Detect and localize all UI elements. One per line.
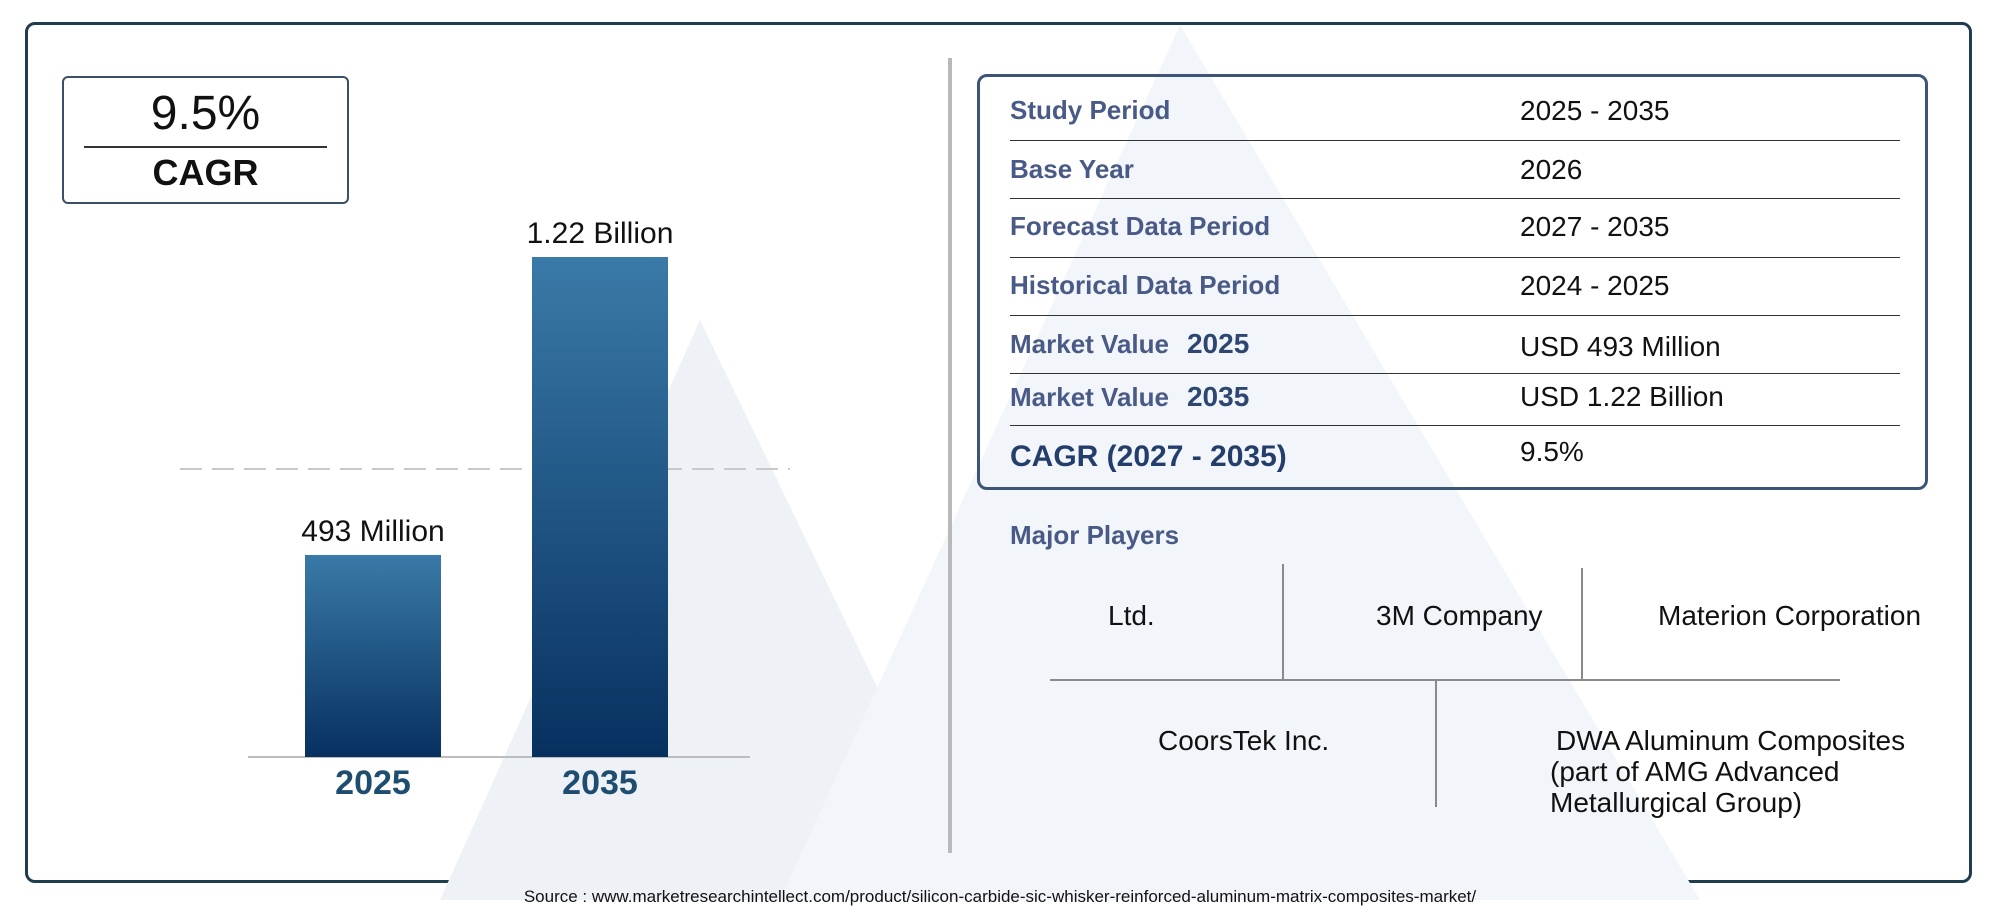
info-value: USD 493 Million (1520, 331, 1721, 362)
info-value: 2026 (1520, 154, 1583, 185)
cagr-box: 9.5% CAGR (62, 76, 349, 204)
bar-2025 (305, 554, 441, 757)
info-value: 2024 - 2025 (1520, 270, 1670, 301)
info-label: Historical Data Period (1010, 270, 1281, 300)
market-info-table: Study Period 2025 - 2035 Base Year 2026 … (977, 74, 1928, 490)
vertical-divider (948, 58, 952, 853)
player-name: DWA Aluminum Composites (1556, 725, 1906, 756)
major-players-title: Major Players (1010, 520, 1180, 550)
info-label-text: Market Value (1010, 382, 1169, 412)
row-rule (1010, 425, 1900, 426)
data-label: 493 Million (301, 515, 444, 548)
player-name: (part of AMG Advanced (1550, 756, 1840, 787)
category-label: 2035 (562, 764, 638, 802)
players-divider (1581, 568, 1583, 680)
player-name: Ltd. (1108, 600, 1155, 631)
players-divider (1435, 680, 1437, 807)
info-value: 2025 - 2035 (1520, 95, 1670, 126)
row-rule (1010, 257, 1900, 258)
info-label-year: 2035 (1186, 381, 1250, 412)
info-label: Forecast Data Period (1010, 211, 1271, 241)
row-rule (1010, 373, 1900, 374)
info-label: Base Year (1010, 154, 1134, 184)
player-name: 3M Company (1376, 600, 1543, 631)
info-label: Study Period (1010, 95, 1171, 125)
info-value: USD 1.22 Billion (1520, 381, 1724, 412)
cagr-divider (84, 146, 327, 148)
bar-2035 (532, 257, 668, 757)
player-name: Metallurgical Group) (1550, 787, 1803, 818)
info-label-text: Market Value (1010, 329, 1169, 359)
player-name: Materion Corporation (1658, 600, 1922, 631)
row-rule (1010, 140, 1900, 141)
info-value: 9.5% (1520, 436, 1584, 467)
info-label: Market Value 2025 (1010, 328, 1249, 360)
row-rule (1010, 198, 1900, 199)
data-label: 1.22 Billion (527, 217, 674, 250)
players-divider (1282, 564, 1284, 680)
players-divider (1050, 679, 1840, 681)
info-label-year: 2025 (1186, 328, 1250, 359)
info-label: CAGR (2027 - 2035) (1010, 440, 1287, 473)
category-label: 2025 (335, 764, 411, 802)
source-note: Source : www.marketresearchintellect.com… (523, 887, 1477, 906)
row-rule (1010, 315, 1900, 316)
player-name: CoorsTek Inc. (1158, 725, 1330, 756)
cagr-label: CAGR (152, 152, 259, 193)
info-label: Market Value 2035 (1010, 381, 1249, 413)
cagr-value: 9.5% (150, 87, 261, 140)
info-value: 2027 - 2035 (1520, 211, 1670, 242)
